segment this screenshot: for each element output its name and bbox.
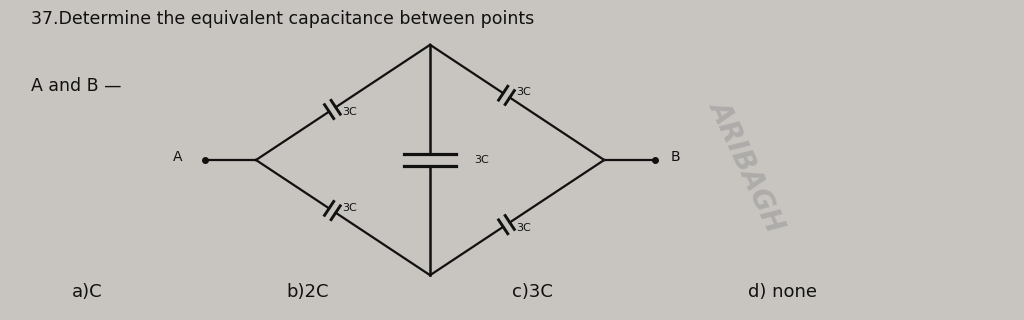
Text: A and B —: A and B — xyxy=(31,77,121,95)
Text: A: A xyxy=(173,150,182,164)
Text: B: B xyxy=(671,150,680,164)
Text: 3C: 3C xyxy=(342,108,357,117)
Text: 37.Determine the equivalent capacitance between points: 37.Determine the equivalent capacitance … xyxy=(31,10,534,28)
Text: 3C: 3C xyxy=(516,223,531,233)
Text: b)2C: b)2C xyxy=(287,283,330,301)
Text: ARIBAGH: ARIBAGH xyxy=(705,96,791,236)
Text: d) none: d) none xyxy=(748,283,816,301)
Text: 3C: 3C xyxy=(474,155,488,165)
Text: a)C: a)C xyxy=(72,283,102,301)
Text: c)3C: c)3C xyxy=(512,283,553,301)
Text: 3C: 3C xyxy=(516,87,531,97)
Text: 3C: 3C xyxy=(342,203,357,212)
